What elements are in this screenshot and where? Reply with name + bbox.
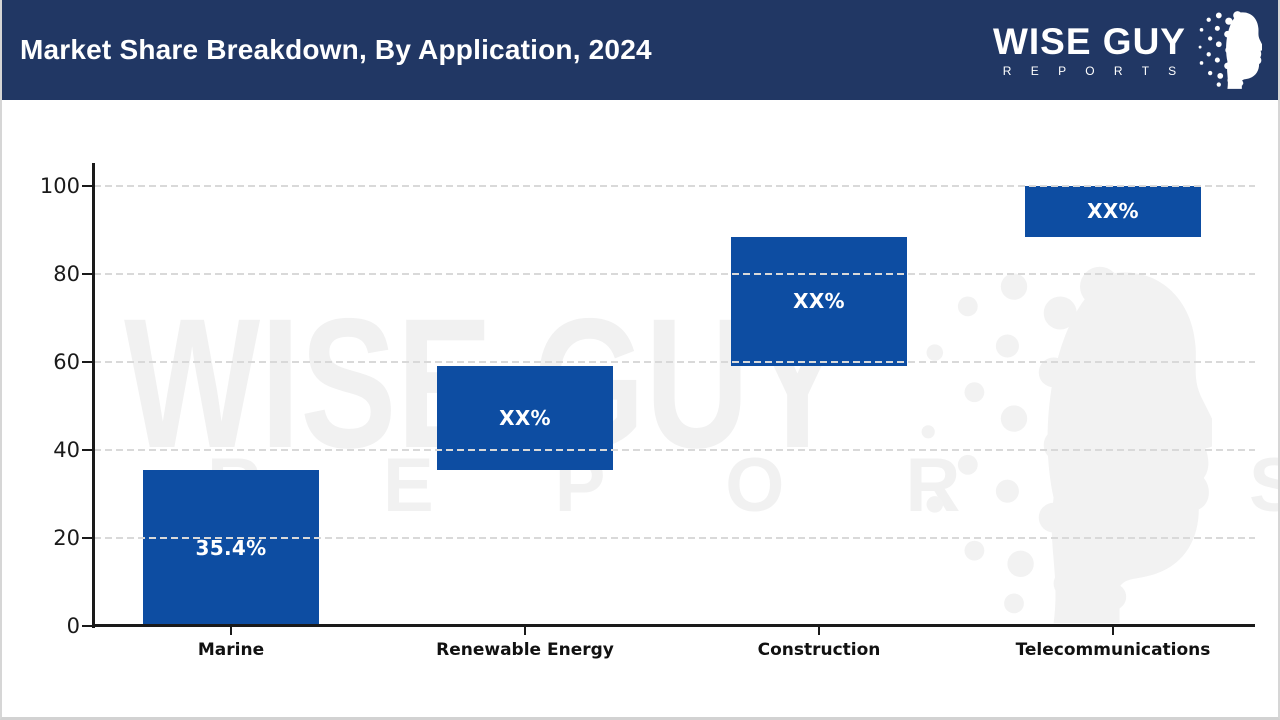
x-axis-category-label-construction: Construction <box>757 640 881 660</box>
logo-wordmark: WISE GUY R E P O R T S <box>993 23 1186 77</box>
y-axis-tick-label: 100 <box>39 174 80 198</box>
logo-wordmark-line1: WISE GUY <box>992 21 1186 62</box>
bar-construction: XX% <box>731 236 907 367</box>
x-axis-category-label-renewable-energy: Renewable Energy <box>436 640 614 660</box>
y-tick-40 <box>82 449 93 451</box>
logo-head-icon <box>1190 9 1262 91</box>
y-axis-tick-label: 0 <box>66 614 80 638</box>
x-axis-category-label-telecommunications: Telecommunications <box>1015 640 1211 660</box>
bar-value-label-renewable-energy: XX% <box>499 406 551 431</box>
x-tick-telecommunications <box>1112 627 1114 635</box>
y-tick-100 <box>82 185 93 187</box>
bar-value-label-telecommunications: XX% <box>1087 199 1139 224</box>
chart-title: Market Share Breakdown, By Application, … <box>20 34 652 65</box>
watermark-head-icon <box>882 235 1212 655</box>
y-axis-tick-label: 60 <box>53 350 80 374</box>
logo-wordmark-line2: R E P O R T S <box>1002 64 1185 78</box>
y-axis-tick-label: 80 <box>53 262 80 286</box>
x-axis-category-label-marine: Marine <box>197 640 265 660</box>
y-axis-tick-label: 20 <box>53 526 80 550</box>
x-tick-renewable-energy <box>524 627 526 635</box>
x-tick-construction <box>818 627 820 635</box>
bar-renewable-energy: XX% <box>437 366 613 471</box>
gridline-80 <box>94 273 1255 275</box>
y-tick-0 <box>82 625 93 627</box>
gridline-60 <box>94 361 1255 363</box>
y-tick-60 <box>82 361 93 363</box>
bar-value-label-marine: 35.4% <box>195 536 267 561</box>
y-axis-spine <box>92 163 95 628</box>
y-tick-20 <box>82 537 93 539</box>
bar-value-label-construction: XX% <box>793 289 845 314</box>
gridline-40 <box>94 449 1255 451</box>
x-tick-marine <box>230 627 232 635</box>
x-axis-spine <box>92 624 1255 627</box>
y-axis-tick-label: 40 <box>53 438 80 462</box>
bar-telecommunications: XX% <box>1025 186 1201 237</box>
bar-marine: 35.4% <box>143 470 319 626</box>
header-bar: Market Share Breakdown, By Application, … <box>2 0 1278 100</box>
brand-logo: WISE GUY R E P O R T S <box>993 9 1262 91</box>
watermark-text-line2: R E P O R T S <box>207 443 1280 528</box>
y-tick-80 <box>82 273 93 275</box>
gridline-20 <box>94 537 1255 539</box>
gridline-100 <box>94 185 1255 187</box>
